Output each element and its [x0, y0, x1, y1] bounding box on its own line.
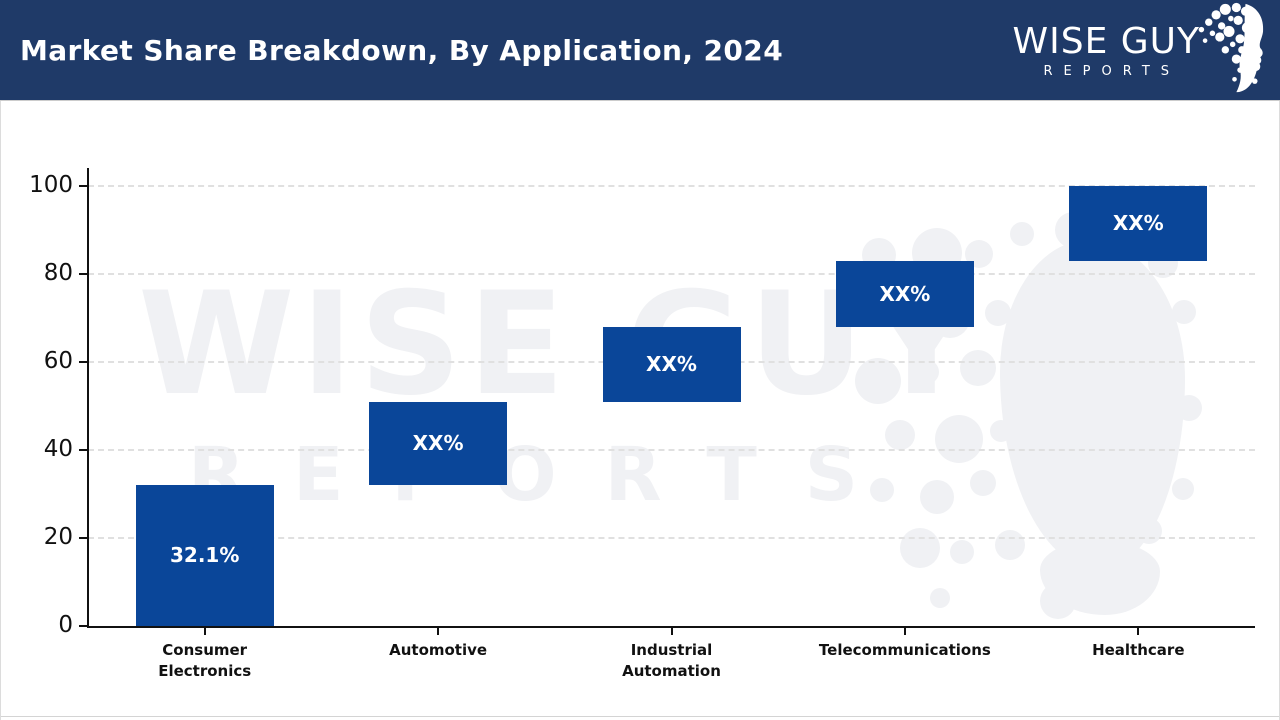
bar-consumer-electronics: 32.1% [135, 484, 274, 626]
face-watermark-dot [990, 420, 1012, 442]
bar-automotive: XX% [369, 401, 508, 486]
gridline-y40 [88, 449, 1255, 451]
face-watermark-dot [1100, 553, 1120, 573]
bar-value-label: 32.1% [169, 543, 240, 568]
bar-healthcare: XX% [1069, 186, 1208, 261]
ytick-mark-20 [79, 537, 87, 539]
face-watermark-dot [920, 480, 954, 514]
face-watermark-dot [995, 530, 1025, 560]
x-axis-line [87, 626, 1255, 628]
xtick-mark-4 [1137, 628, 1140, 635]
logo-sub: REPORTS [1043, 63, 1181, 79]
face-watermark-dot [970, 470, 996, 496]
xtick-mark-0 [203, 628, 206, 635]
face-watermark-dot [960, 350, 996, 386]
xtick-mark-3 [903, 628, 906, 635]
ytick-mark-100 [79, 185, 87, 187]
xtick-label-3: Telecommunications [818, 641, 991, 659]
ytick-mark-0 [79, 625, 87, 627]
face-watermark-dot [930, 588, 950, 608]
logo-text: WISE GUY REPORTS [1012, 20, 1201, 79]
xtick-mark-1 [437, 628, 440, 635]
ytick-label-20: 20 [43, 524, 73, 550]
face-dots-icon [1192, 2, 1266, 98]
face-watermark-dot [985, 300, 1011, 326]
face-watermark-dot [1176, 395, 1202, 421]
bar-value-label: XX% [646, 352, 697, 377]
ytick-label-40: 40 [43, 436, 73, 462]
wiseguy-logo: WISE GUY REPORTS [1012, 2, 1267, 98]
face-watermark-dot [855, 358, 901, 404]
logo-brand: WISE GUY [1012, 20, 1200, 62]
face-watermark-dot [1090, 588, 1116, 614]
face-watermark-dot [1136, 518, 1162, 544]
xtick-label-2: Industrial Automation [622, 641, 721, 680]
bar-value-label: XX% [1112, 211, 1164, 236]
face-watermark-dot [885, 420, 915, 450]
ytick-mark-60 [79, 361, 87, 363]
face-watermark-dot [1010, 222, 1034, 246]
watermark-brand-text: WISE GUY [138, 262, 979, 427]
ytick-mark-40 [79, 449, 87, 451]
bar-telecommunications: XX% [835, 260, 974, 327]
bar-industrial-automation: XX% [602, 326, 741, 402]
xtick-label-0: Consumer Electronics [158, 641, 252, 680]
face-watermark-dot [915, 360, 939, 384]
gridline-y80 [88, 273, 1255, 275]
bottom-hairline [0, 716, 1280, 717]
ytick-label-80: 80 [43, 260, 73, 286]
face-watermark-dot [1040, 583, 1076, 619]
xtick-label-4: Healthcare [1092, 641, 1185, 659]
xtick-mark-2 [670, 628, 673, 635]
face-watermark-dot [950, 540, 974, 564]
y-axis-line [87, 168, 89, 628]
left-edge-hairline [0, 101, 1, 720]
face-watermark-dot [1172, 300, 1196, 324]
face-watermark-shape [1000, 240, 1185, 570]
ytick-label-0: 0 [58, 612, 73, 638]
ytick-label-100: 100 [29, 172, 73, 198]
gridline-y20 [88, 537, 1255, 539]
ytick-label-60: 60 [43, 348, 73, 374]
face-watermark-dot [1158, 350, 1178, 370]
face-watermark-dot [935, 415, 983, 463]
bar-value-label: XX% [412, 431, 464, 456]
header-divider [0, 100, 1280, 101]
bar-value-label: XX% [879, 281, 931, 306]
face-watermark-dot [900, 528, 940, 568]
face-watermark-dot [870, 478, 894, 502]
gridline-y100 [88, 185, 1255, 187]
watermark-sub-text: REPORTS [188, 432, 907, 518]
xtick-label-1: Automotive [389, 641, 488, 659]
face-watermark-dot [1172, 478, 1194, 500]
header-bar: Market Share Breakdown, By Application, … [0, 0, 1280, 100]
ytick-mark-80 [79, 273, 87, 275]
page-title: Market Share Breakdown, By Application, … [20, 33, 784, 67]
